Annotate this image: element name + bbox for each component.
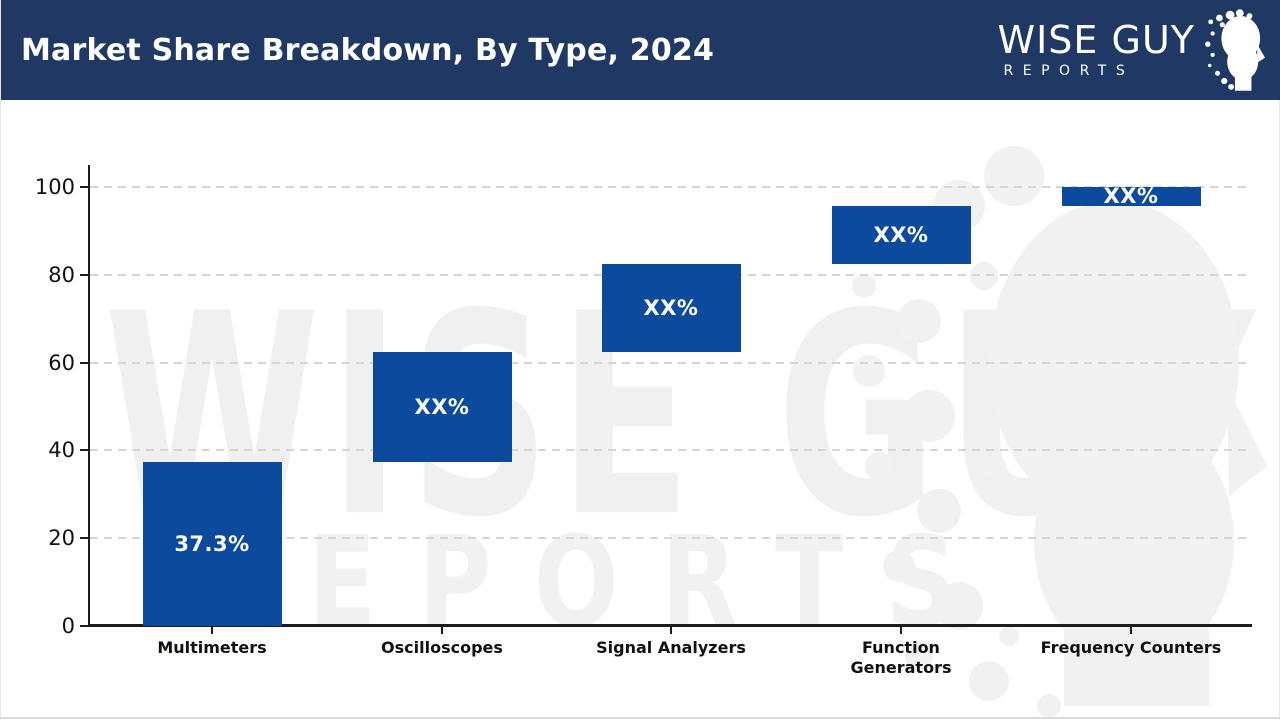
y-axis-tick [80,273,88,276]
logo-head-icon [1205,9,1265,91]
logo-subtitle: REPORTS [1003,63,1135,79]
bar: XX% [831,205,971,265]
gridline [90,537,1251,540]
y-tick-label: 20 [48,526,75,551]
bar-value-label: XX% [414,395,470,420]
x-axis-tick [441,627,443,634]
x-axis-tick [211,627,213,634]
header-bar: Market Share Breakdown, By Type, 2024 WI… [1,0,1280,100]
x-axis-category-label: Multimeters [157,638,267,657]
bar-value-label: XX% [873,223,929,248]
page-title: Market Share Breakdown, By Type, 2024 [21,32,715,68]
bar-value-label: XX% [1103,184,1159,209]
gridline [90,449,1251,452]
x-axis-tick [1130,627,1132,634]
bar: XX% [1061,184,1201,209]
chart-area: WISE GUY REPORTS 0 20 40 60 80 100 37.3% Multim… [1,100,1280,720]
x-axis-category-label: Function Generators [850,638,952,677]
y-axis-tick [80,361,88,364]
y-tick-label: 100 [34,175,75,199]
y-tick-label: 80 [48,262,75,287]
watermark-subtitle: REPORTS [189,508,1000,655]
y-axis-tick [80,449,88,452]
bar-value-label: XX% [643,296,699,321]
y-tick-label: 0 [61,614,75,638]
x-axis-line [88,624,1252,627]
x-axis-category-label: Frequency Counters [1040,638,1222,657]
x-axis-category-label: Signal Analyzers [596,638,746,657]
y-axis-tick [80,625,88,627]
x-axis-tick [670,627,672,634]
bottom-divider [1,717,1279,719]
bar: 37.3% [142,462,282,626]
bar: XX% [372,352,512,463]
x-axis-tick [900,627,902,634]
gridline [90,186,1251,188]
logo-wordmark: WISE GUY [997,18,1195,62]
bar-value-label: 37.3% [174,532,250,557]
watermark-head-graphic [852,146,1267,718]
wise-guy-reports-logo: WISE GUY REPORTS [998,9,1265,91]
y-tick-label: 40 [48,438,75,463]
y-tick-label: 60 [48,350,75,375]
y-axis-tick [80,186,88,188]
logo-text: WISE GUY REPORTS [998,21,1195,79]
bar: XX% [601,264,741,353]
y-axis-line [88,165,90,627]
gridline [90,361,1251,364]
x-axis-category-label: Oscilloscopes [381,638,503,657]
y-axis-tick [80,537,88,540]
